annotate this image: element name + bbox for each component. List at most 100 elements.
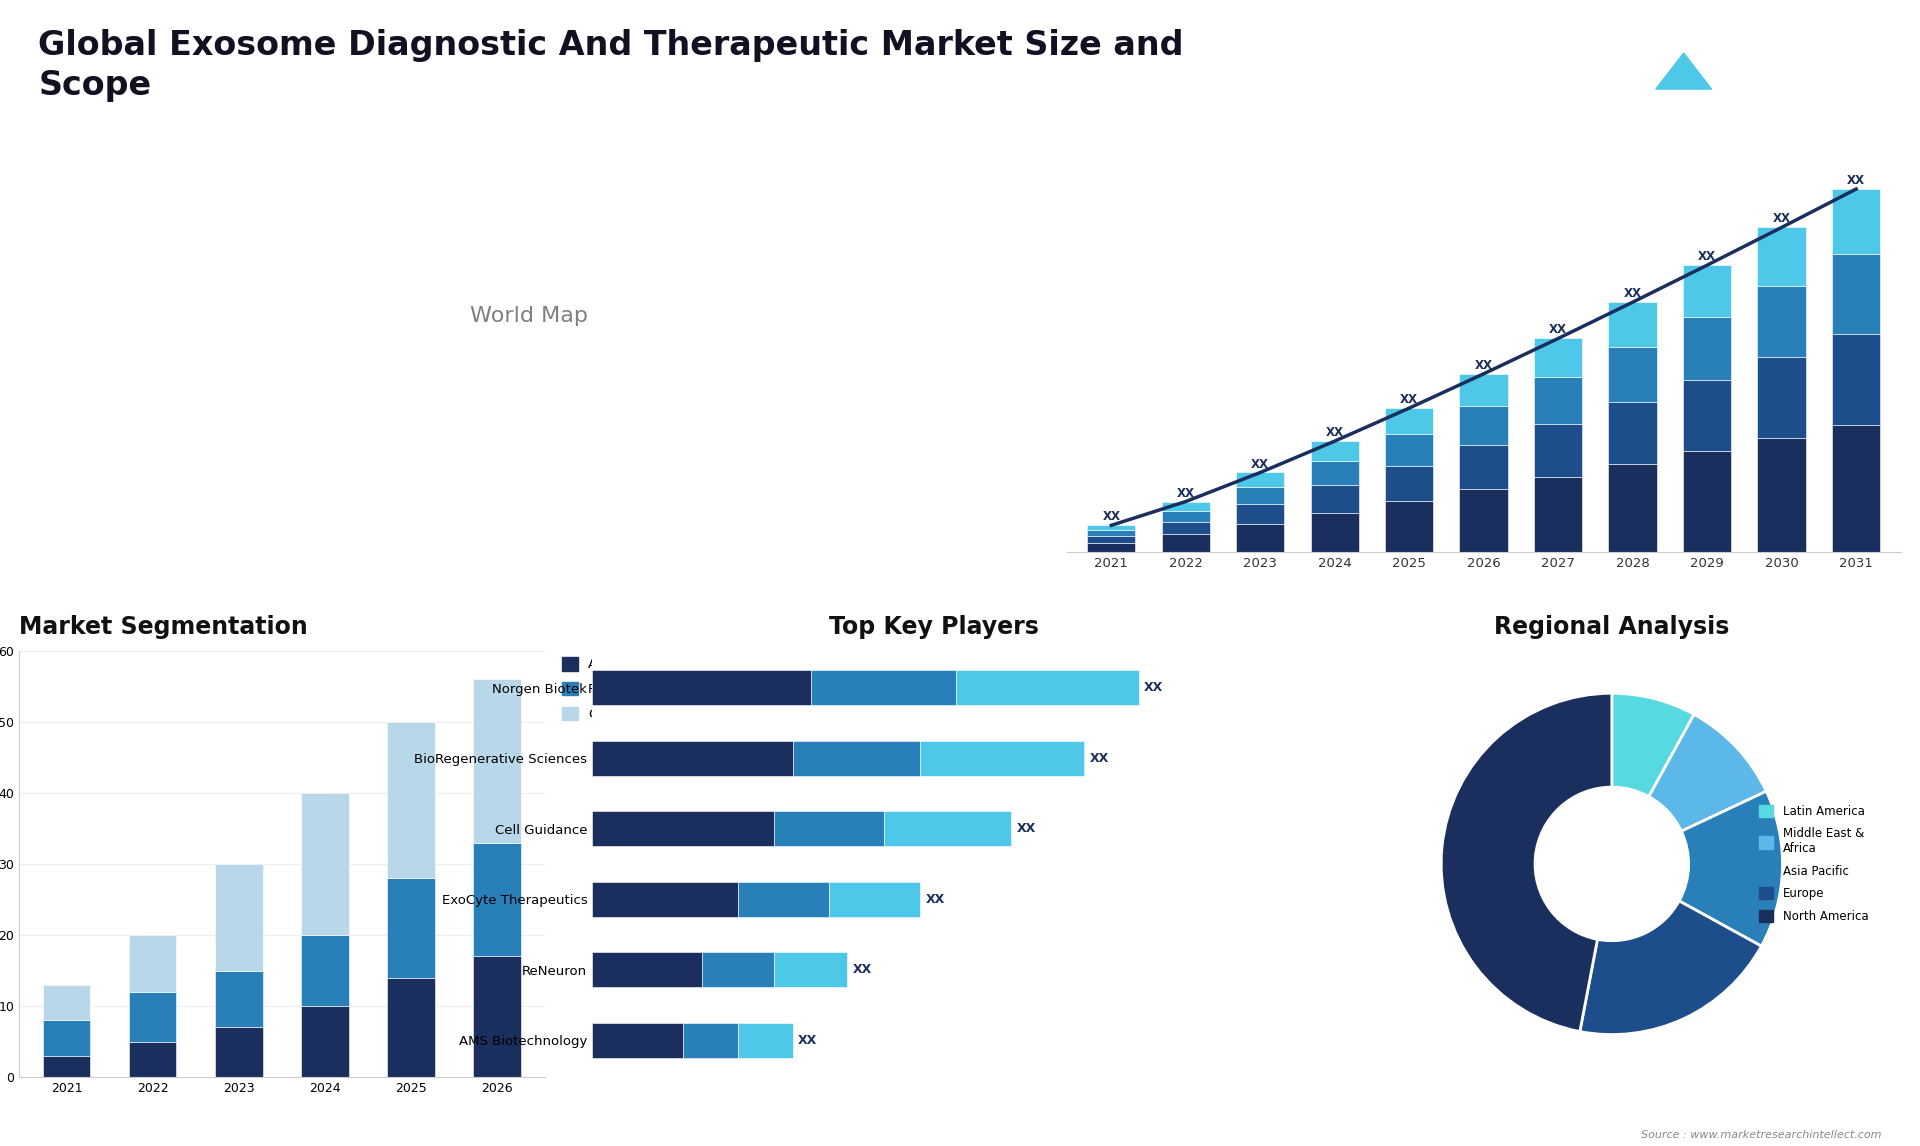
Bar bbox=[1087, 525, 1135, 531]
Bar bbox=[1384, 408, 1434, 434]
Bar bbox=[129, 1042, 177, 1077]
Bar bbox=[1832, 254, 1880, 335]
Bar bbox=[1832, 189, 1880, 254]
Bar bbox=[1534, 477, 1582, 551]
Bar bbox=[42, 1020, 90, 1055]
Bar bbox=[1311, 441, 1359, 461]
Bar bbox=[1384, 465, 1434, 502]
Bar bbox=[129, 935, 177, 992]
Bar bbox=[1459, 445, 1507, 489]
Legend: Latin America, Middle East &
Africa, Asia Pacific, Europe, North America: Latin America, Middle East & Africa, Asi… bbox=[1755, 800, 1872, 927]
Bar bbox=[956, 670, 1139, 705]
Bar bbox=[1162, 521, 1210, 534]
Bar bbox=[591, 670, 810, 705]
Text: XX: XX bbox=[1475, 359, 1492, 371]
Wedge shape bbox=[1611, 693, 1693, 796]
Bar bbox=[591, 1022, 684, 1058]
Bar bbox=[737, 1022, 793, 1058]
Bar bbox=[42, 1055, 90, 1077]
Bar bbox=[701, 952, 774, 988]
Bar bbox=[1162, 502, 1210, 511]
Bar bbox=[215, 971, 263, 1028]
Bar bbox=[793, 740, 920, 776]
Bar bbox=[1534, 338, 1582, 377]
Bar bbox=[1832, 335, 1880, 425]
Text: XX: XX bbox=[1102, 510, 1119, 524]
Bar bbox=[474, 957, 520, 1077]
Bar bbox=[1534, 424, 1582, 477]
Bar bbox=[1311, 513, 1359, 551]
Bar bbox=[1684, 265, 1732, 316]
Text: XX: XX bbox=[799, 1034, 818, 1046]
Wedge shape bbox=[1442, 693, 1611, 1031]
Bar bbox=[920, 740, 1085, 776]
Bar bbox=[1684, 316, 1732, 379]
Bar bbox=[1236, 487, 1284, 504]
Bar bbox=[215, 864, 263, 971]
Text: MARKET
RESEARCH
INTELLECT: MARKET RESEARCH INTELLECT bbox=[1784, 58, 1847, 95]
Bar bbox=[1684, 379, 1732, 452]
Bar bbox=[1459, 489, 1507, 551]
Polygon shape bbox=[1655, 53, 1711, 89]
Text: Global Exosome Diagnostic And Therapeutic Market Size and
Scope: Global Exosome Diagnostic And Therapeuti… bbox=[38, 29, 1185, 102]
Bar bbox=[1609, 402, 1657, 464]
Bar bbox=[301, 793, 349, 935]
Bar bbox=[591, 811, 774, 846]
Text: XX: XX bbox=[1697, 250, 1716, 264]
Title: Regional Analysis: Regional Analysis bbox=[1494, 615, 1730, 639]
Text: XX: XX bbox=[1252, 457, 1269, 471]
Bar bbox=[1162, 511, 1210, 521]
Text: XX: XX bbox=[1624, 288, 1642, 300]
Text: XX: XX bbox=[1325, 426, 1344, 439]
Bar bbox=[1684, 452, 1732, 551]
Bar bbox=[684, 1022, 737, 1058]
Bar bbox=[810, 670, 956, 705]
Wedge shape bbox=[1680, 791, 1782, 947]
Bar bbox=[1757, 227, 1807, 285]
Bar bbox=[1609, 464, 1657, 551]
Bar bbox=[474, 842, 520, 957]
Bar bbox=[1757, 285, 1807, 358]
Bar bbox=[1236, 504, 1284, 524]
Bar bbox=[774, 811, 883, 846]
Bar bbox=[1609, 347, 1657, 402]
Bar bbox=[1236, 524, 1284, 551]
Bar bbox=[388, 878, 434, 978]
Bar bbox=[1311, 461, 1359, 486]
Text: XX: XX bbox=[925, 893, 945, 905]
Bar bbox=[1087, 536, 1135, 542]
Bar bbox=[388, 722, 434, 878]
Text: XX: XX bbox=[1177, 487, 1194, 500]
Bar bbox=[737, 881, 829, 917]
Bar bbox=[1162, 534, 1210, 551]
Bar bbox=[1757, 438, 1807, 551]
Bar bbox=[388, 978, 434, 1077]
Bar bbox=[1832, 425, 1880, 551]
Bar bbox=[129, 992, 177, 1042]
Bar bbox=[591, 952, 701, 988]
Bar bbox=[1087, 531, 1135, 536]
Wedge shape bbox=[1649, 714, 1766, 831]
Text: Market Segmentation: Market Segmentation bbox=[19, 615, 307, 639]
Bar bbox=[215, 1028, 263, 1077]
Bar bbox=[42, 984, 90, 1020]
Bar bbox=[1609, 303, 1657, 347]
Bar bbox=[1459, 374, 1507, 406]
Bar bbox=[883, 811, 1012, 846]
Bar bbox=[1384, 502, 1434, 551]
Bar bbox=[301, 935, 349, 1006]
Text: XX: XX bbox=[852, 963, 872, 976]
Bar bbox=[1757, 358, 1807, 438]
Bar bbox=[1087, 542, 1135, 551]
Wedge shape bbox=[1580, 901, 1761, 1035]
Bar bbox=[1534, 377, 1582, 424]
Text: XX: XX bbox=[1549, 323, 1567, 337]
Bar bbox=[1384, 434, 1434, 465]
Bar bbox=[1236, 472, 1284, 487]
Bar bbox=[1459, 406, 1507, 445]
Bar bbox=[474, 680, 520, 842]
Text: XX: XX bbox=[1016, 822, 1037, 835]
Text: XX: XX bbox=[1772, 212, 1791, 226]
Text: World Map: World Map bbox=[470, 306, 588, 325]
Bar bbox=[829, 881, 920, 917]
